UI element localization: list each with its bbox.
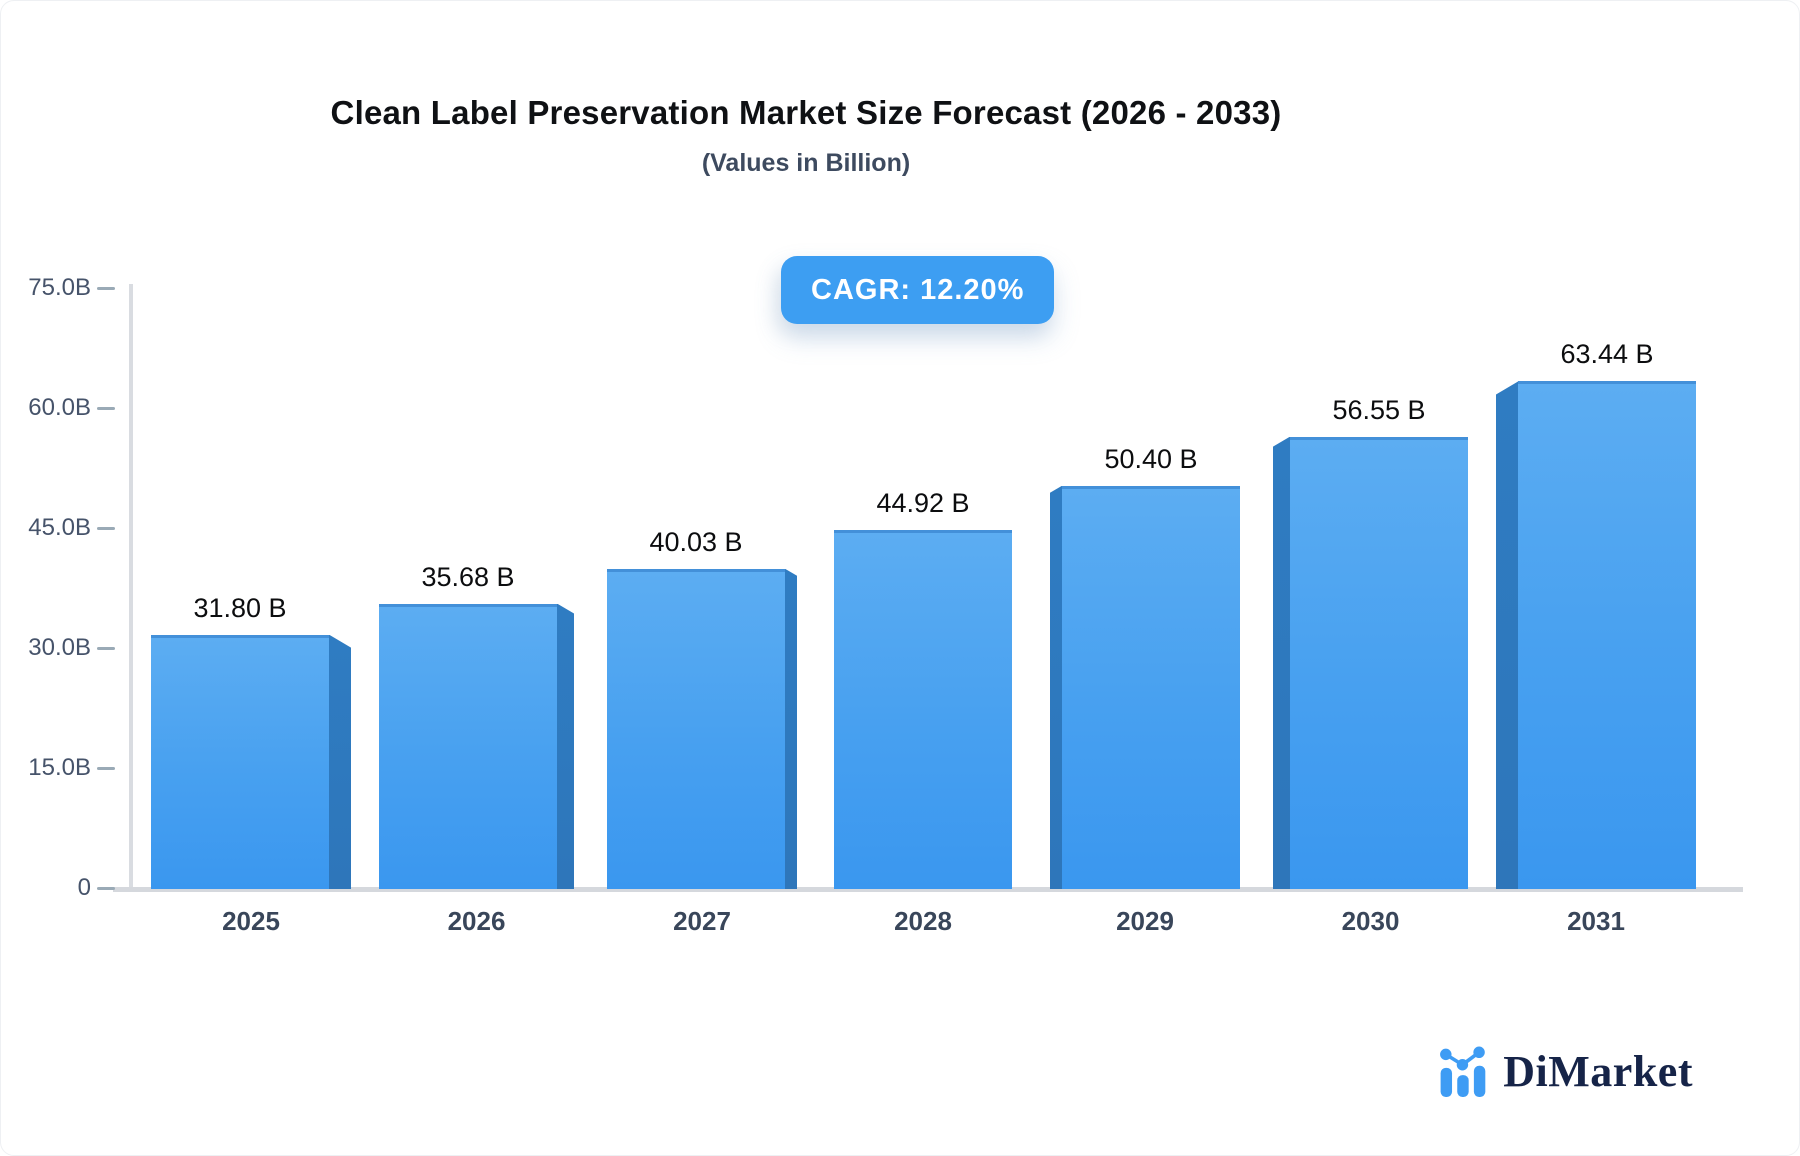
bar-value-label: 35.68 B [421,561,515,592]
x-axis-label: 2031 [1567,906,1625,936]
bar-side-face-2027 [785,568,797,889]
y-axis-tick-mark [97,887,115,890]
y-axis-tick-label: 75.0B [28,274,91,301]
bar-2029[interactable] [1062,485,1240,889]
y-axis-tick-label: 30.0B [28,634,91,661]
bar-value-label: 44.92 B [876,487,970,518]
bar-line-chart-icon [1440,1046,1486,1097]
bar-2030[interactable] [1290,436,1468,889]
bar-side-face-2026 [557,603,574,889]
y-axis-tick-mark [97,287,115,290]
x-axis-label: 2025 [222,906,280,936]
bar-side-face-2029 [1050,485,1062,889]
bar-2026[interactable] [379,603,557,889]
x-axis-label: 2028 [894,906,952,936]
x-axis-baseline [113,887,1743,892]
y-axis-tick-mark [97,407,115,410]
y-axis-tick-label: 15.0B [28,754,91,781]
chart-subtitle: (Values in Billion) [701,149,911,177]
cagr-badge: CAGR: 12.20% [781,256,1055,324]
y-axis-tick-mark [97,647,115,650]
y-axis-tick-label: 0 [77,874,91,901]
y-axis-tick-label: 45.0B [28,514,91,541]
bar-side-face-2025 [329,634,351,889]
x-axis-label: 2030 [1341,906,1400,936]
bar-value-label: 50.40 B [1104,443,1198,474]
x-axis-label: 2026 [447,906,506,936]
x-axis-label: 2027 [673,906,731,936]
chart-title: Clean Label Preservation Market Size For… [330,94,1282,131]
bar-2031[interactable] [1518,381,1696,889]
bar-2025[interactable] [151,634,329,889]
bar-value-label: 31.80 B [193,592,287,623]
bar-value-label: 56.55 B [1332,394,1426,425]
chart-header: Clean Label Preservation Market Size For… [1,93,1611,178]
x-axis-label: 2029 [1116,906,1174,936]
y-axis-tick-label: 60.0B [28,394,91,421]
bar-value-label: 63.44 B [1560,339,1654,370]
y-axis-tick-mark [97,767,115,770]
bar-2028[interactable] [834,529,1012,889]
bar-2027[interactable] [607,568,785,889]
bar-value-label: 40.03 B [649,526,743,557]
y-axis-line [129,284,133,891]
bar-side-face-2031 [1496,381,1518,889]
brand-name: DiMarket [1503,1046,1693,1096]
bar-side-face-2030 [1273,436,1290,889]
y-axis-tick-mark [97,527,115,530]
brand-logo: DiMarket [1439,1045,1693,1097]
